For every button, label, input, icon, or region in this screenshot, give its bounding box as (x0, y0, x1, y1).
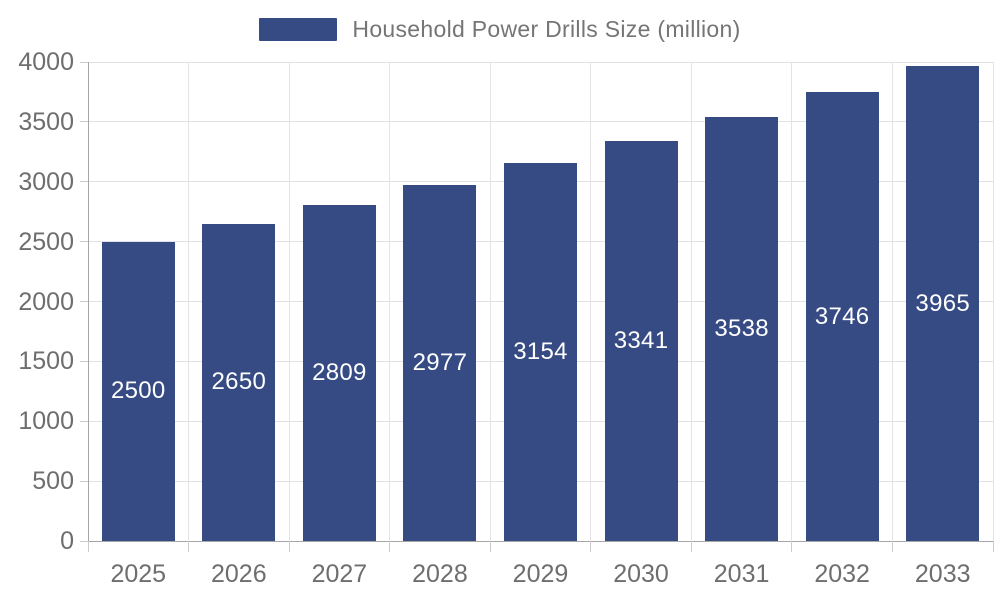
bar-2026[interactable]: 2650 (202, 223, 276, 541)
x-axis-tick-label: 2028 (412, 560, 468, 588)
legend-swatch-icon (259, 18, 338, 41)
x-axis-tick-label: 2025 (110, 560, 167, 588)
y-axis-tick (80, 360, 88, 362)
y-axis-tick-label: 1000 (18, 407, 74, 436)
x-gridline (690, 62, 692, 541)
y-gridline (88, 121, 993, 123)
x-gridline (590, 62, 592, 541)
bar-2030[interactable]: 3341 (604, 140, 678, 541)
bar-2025[interactable]: 2500 (101, 241, 175, 541)
y-axis-tick (80, 540, 88, 542)
x-gridline (288, 62, 290, 541)
bar-value-label: 3341 (613, 326, 669, 354)
x-axis-tick-label: 2032 (814, 560, 870, 588)
x-axis-tick (992, 541, 994, 552)
x-gridline (489, 62, 491, 541)
x-axis-tick (188, 541, 190, 552)
y-axis-tick-label: 1500 (18, 347, 74, 376)
legend[interactable]: Household Power Drills Size (million) (0, 16, 1000, 43)
x-axis-tick-label: 2033 (914, 560, 971, 588)
x-axis-line (80, 541, 993, 542)
y-axis-tick (80, 121, 88, 123)
y-axis-tick-label: 4000 (18, 48, 74, 76)
bar-2028[interactable]: 2977 (403, 184, 477, 541)
x-axis-tick-label: 2027 (311, 560, 368, 588)
x-gridline (791, 62, 793, 541)
x-axis-tick (87, 541, 89, 552)
bar-2029[interactable]: 3154 (504, 163, 577, 541)
y-gridline (88, 61, 993, 63)
bar-value-label: 3746 (814, 302, 870, 330)
x-axis-tick-label: 2026 (211, 560, 267, 588)
x-axis-tick-label: 2031 (713, 560, 770, 588)
bar-value-label: 3154 (513, 338, 568, 366)
x-gridline (992, 62, 994, 541)
legend-label: Household Power Drills Size (million) (352, 16, 741, 42)
y-axis-tick (80, 181, 88, 183)
y-axis-tick-label: 500 (32, 467, 74, 496)
x-gridline (891, 62, 893, 541)
bar-2027[interactable]: 2809 (302, 204, 376, 541)
bar-value-label: 2650 (211, 368, 267, 396)
y-axis-tick-label: 2500 (18, 227, 74, 256)
bar-2031[interactable]: 3538 (705, 117, 779, 541)
y-axis-tick-label: 3000 (18, 167, 74, 196)
y-axis-line (88, 62, 89, 552)
x-axis-tick (690, 541, 692, 552)
x-axis-tick-label: 2029 (512, 560, 569, 588)
bar-2032[interactable]: 3746 (805, 92, 879, 541)
y-axis-tick (80, 241, 88, 243)
y-axis-tick-label: 2000 (18, 287, 74, 316)
x-axis-tick (389, 541, 391, 552)
x-axis-tick (288, 541, 290, 552)
y-axis-tick-label: 0 (60, 527, 74, 555)
x-gridline (188, 62, 190, 541)
y-axis-tick (80, 480, 88, 482)
bar-value-label: 2977 (412, 348, 468, 376)
x-axis-tick-label: 2030 (613, 560, 669, 588)
x-axis-tick (489, 541, 491, 552)
y-axis-tick (80, 301, 88, 302)
x-axis-tick (891, 541, 893, 552)
bar-value-label: 2500 (110, 377, 166, 405)
y-axis-tick (80, 61, 88, 63)
x-gridline (389, 62, 391, 541)
x-axis-tick (590, 541, 592, 552)
bar-2033[interactable]: 3965 (906, 66, 980, 541)
y-axis-tick (80, 420, 88, 422)
x-axis-tick (791, 541, 793, 552)
bar-value-label: 2809 (312, 358, 367, 386)
y-axis-tick-label: 3500 (18, 107, 74, 136)
bar-value-label: 3965 (915, 289, 971, 317)
bar-value-label: 3538 (714, 315, 769, 343)
